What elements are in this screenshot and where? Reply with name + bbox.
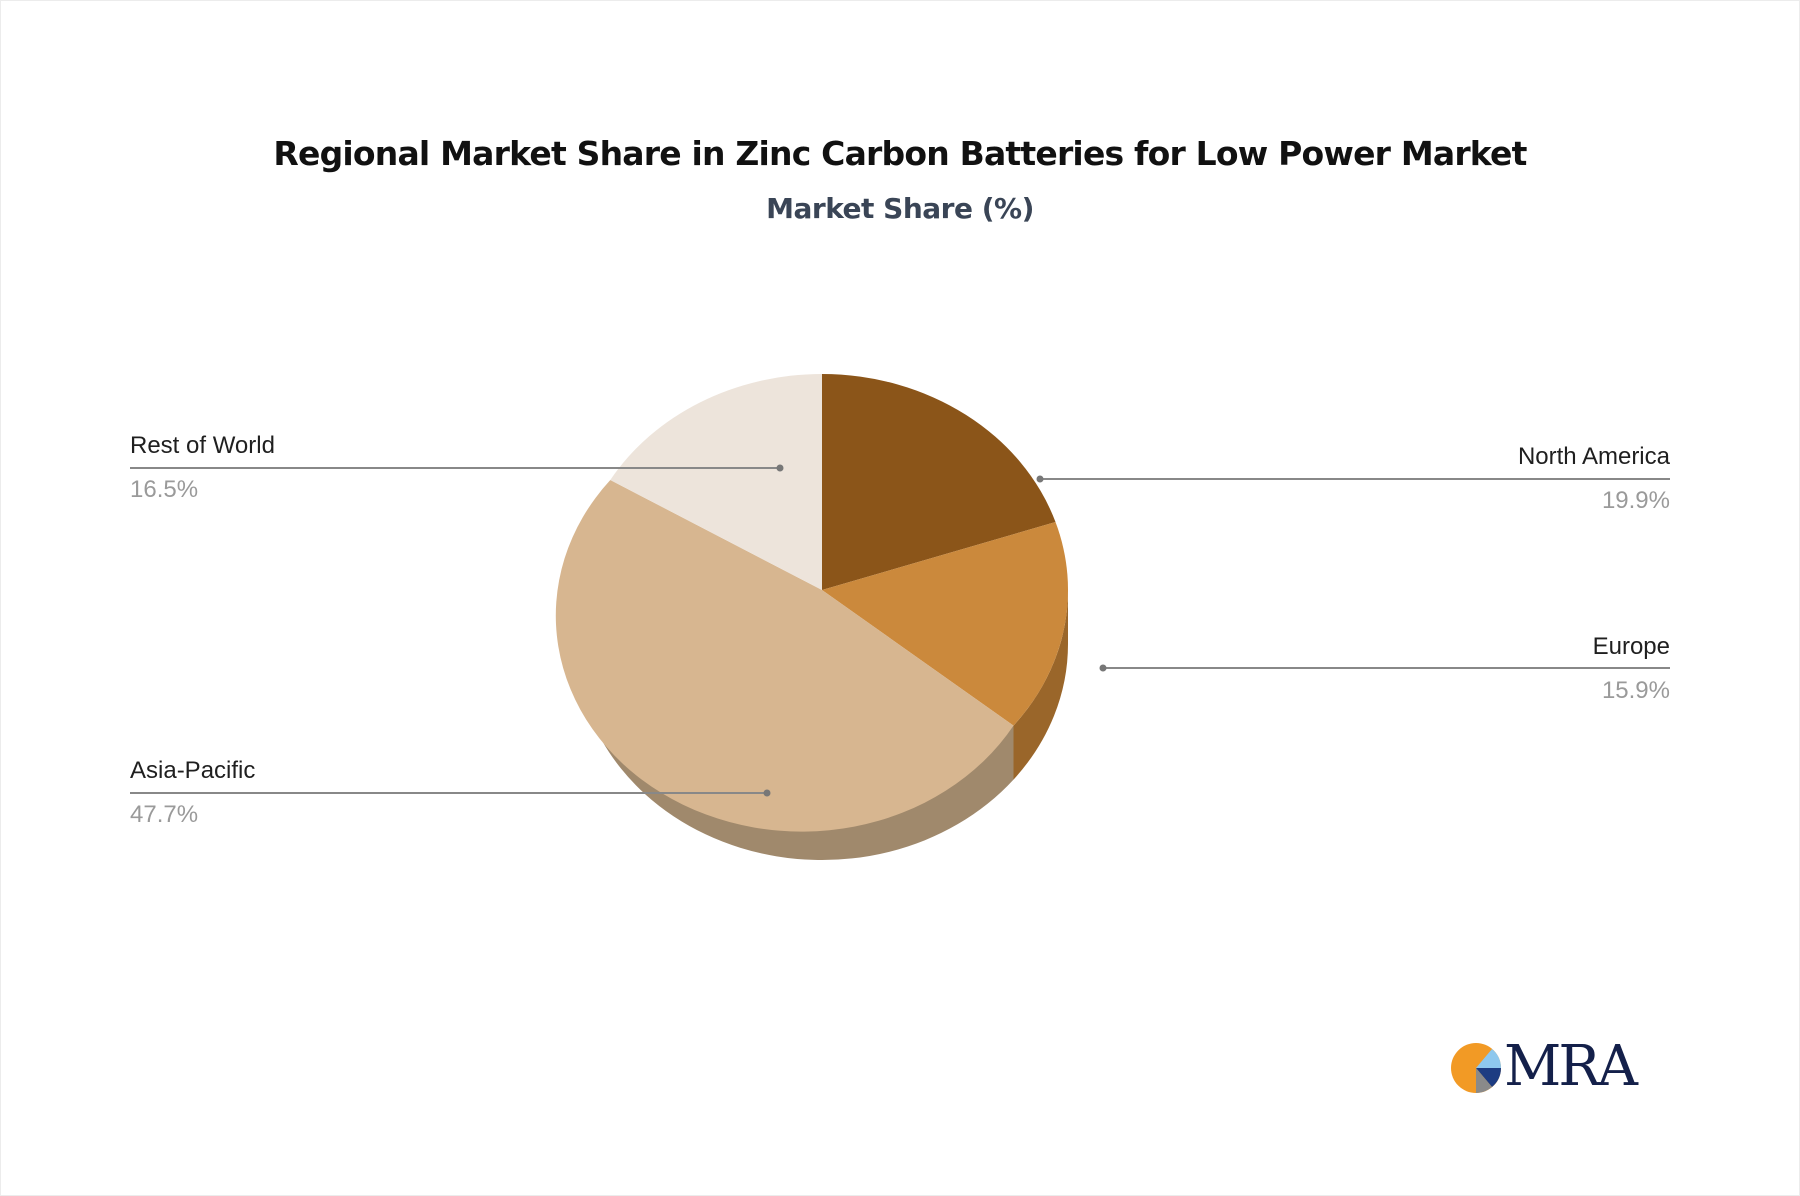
- slice-asia-pacific[interactable]: [555, 480, 1014, 832]
- label-rest-of-world-name: Rest of World: [130, 432, 275, 459]
- leader-dot-north-america: [1036, 475, 1044, 483]
- slice-europe[interactable]: [822, 522, 1069, 726]
- leader-dot-asia-pacific: [763, 789, 771, 797]
- pie-logo-icon: [1451, 1043, 1501, 1093]
- mra-logo: MRA: [1450, 1034, 1640, 1099]
- label-europe-name: Europe: [1592, 633, 1670, 660]
- chart-subtitle: Market Share (%): [766, 192, 1034, 225]
- slice-rest-of-world[interactable]: [610, 374, 822, 590]
- pie-top: [555, 374, 1069, 832]
- label-rest-of-world-value: 16.5%: [130, 476, 199, 503]
- label-europe-value: 15.9%: [1601, 677, 1670, 704]
- label-asia-pacific-name: Asia-Pacific: [130, 757, 256, 784]
- logo-text: MRA: [1504, 1034, 1638, 1099]
- chart-title: Regional Market Share in Zinc Carbon Bat…: [273, 134, 1527, 173]
- side-europe: [1013, 590, 1068, 780]
- label-north-america-name: North America: [1517, 443, 1670, 470]
- leader-lines: [130, 464, 1670, 797]
- label-north-america-value: 19.9%: [1601, 487, 1670, 514]
- leader-dot-europe: [1099, 664, 1107, 672]
- leader-dot-rest-of-world: [776, 464, 784, 472]
- slice-north-america[interactable]: [822, 374, 1056, 590]
- label-asia-pacific-value: 47.7%: [130, 801, 199, 828]
